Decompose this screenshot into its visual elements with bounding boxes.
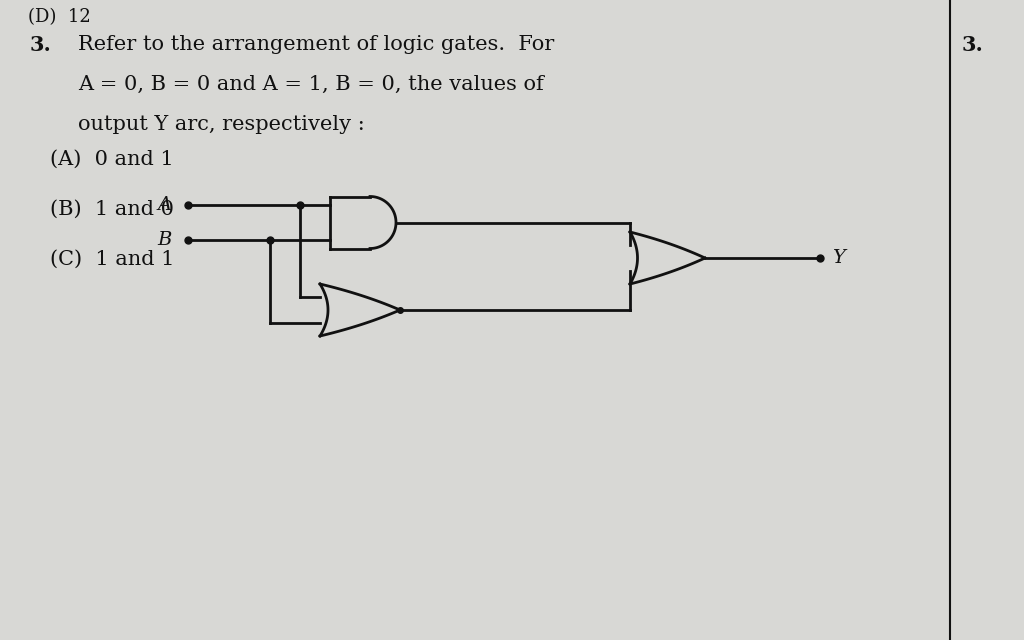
Text: Refer to the arrangement of logic gates.  For: Refer to the arrangement of logic gates.… xyxy=(78,35,554,54)
Text: (A)  0 and 1: (A) 0 and 1 xyxy=(50,150,174,169)
Text: B: B xyxy=(158,231,172,249)
Text: output Y arc, respectively :: output Y arc, respectively : xyxy=(78,115,365,134)
Text: (D)  12: (D) 12 xyxy=(28,8,91,26)
Text: A: A xyxy=(158,196,172,214)
Text: 3.: 3. xyxy=(962,35,984,55)
Text: Y: Y xyxy=(831,249,845,267)
Text: 3.: 3. xyxy=(30,35,52,55)
Text: (C)  1 and 1: (C) 1 and 1 xyxy=(50,250,174,269)
Text: (B)  1 and 0: (B) 1 and 0 xyxy=(50,200,174,219)
Text: A = 0, B = 0 and A = 1, B = 0, the values of: A = 0, B = 0 and A = 1, B = 0, the value… xyxy=(78,75,544,94)
